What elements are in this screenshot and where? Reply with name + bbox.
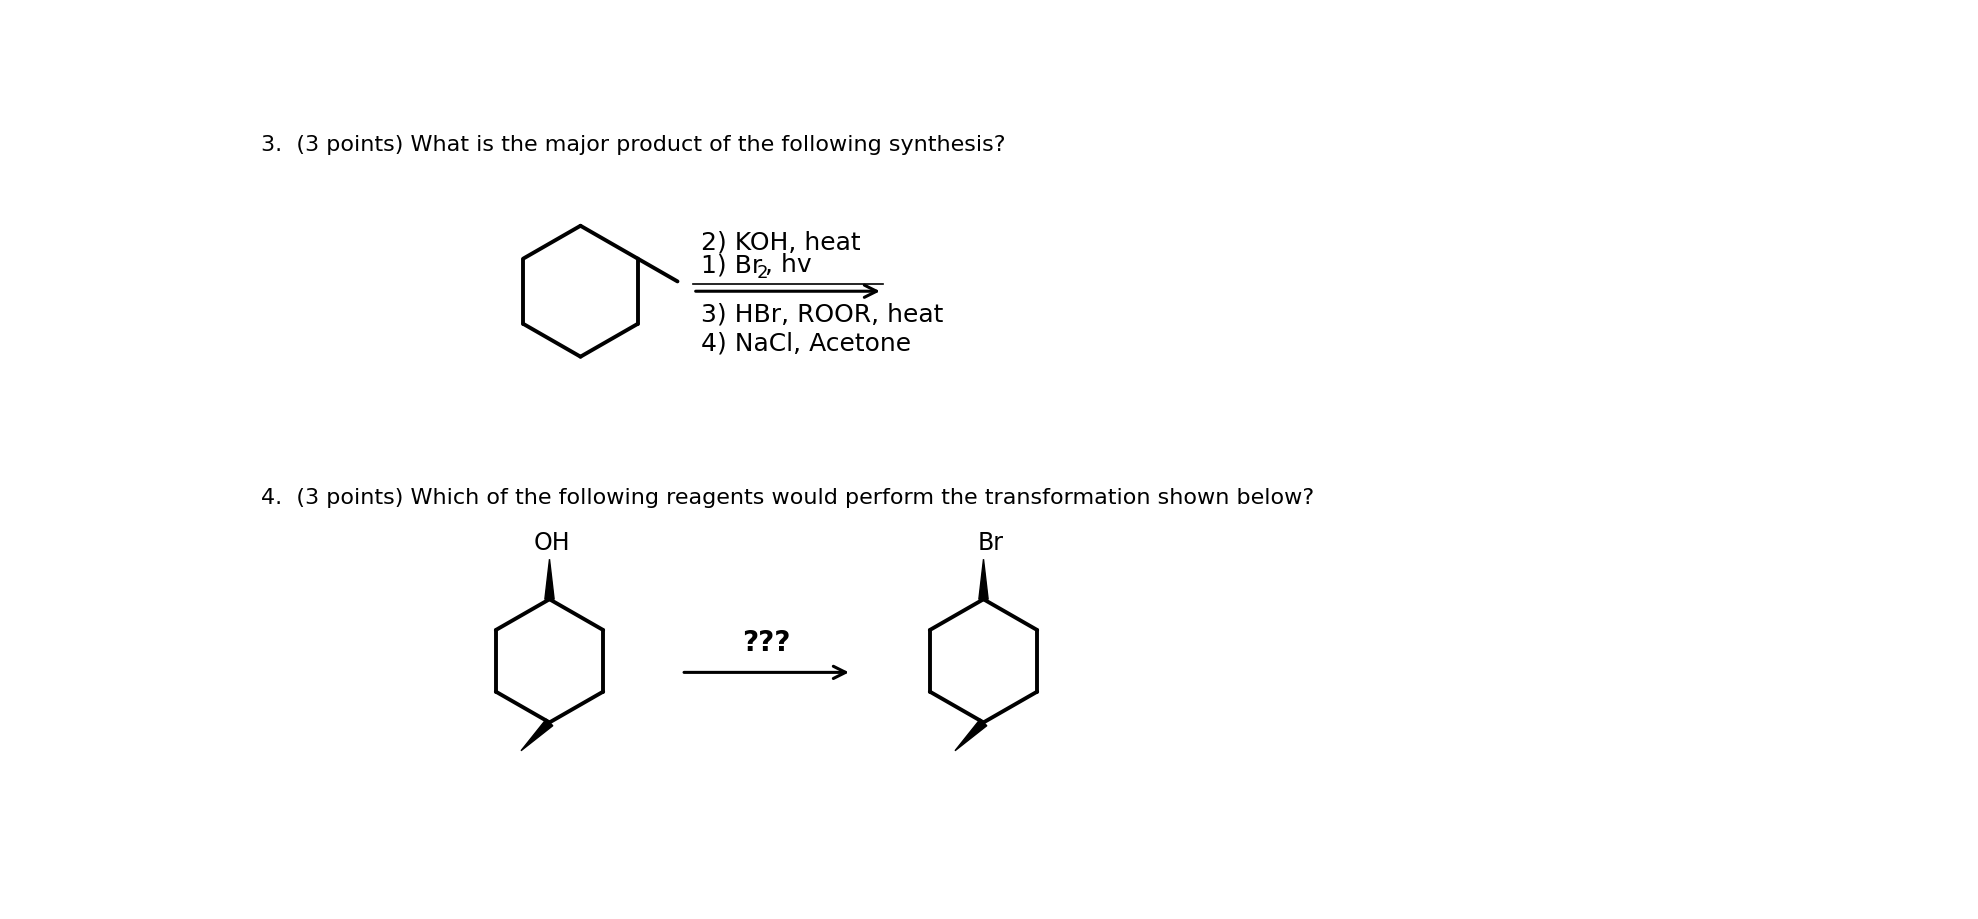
Text: 4.  (3 points) Which of the following reagents would perform the transformation : 4. (3 points) Which of the following rea… xyxy=(261,488,1313,507)
Polygon shape xyxy=(979,559,989,599)
Text: 4) NaCl, Acetone: 4) NaCl, Acetone xyxy=(700,331,910,356)
Polygon shape xyxy=(520,720,552,751)
Text: , hv: , hv xyxy=(765,254,811,278)
Text: OH: OH xyxy=(534,531,570,555)
Text: ???: ??? xyxy=(742,629,791,657)
Text: 2) KOH, heat: 2) KOH, heat xyxy=(700,231,860,255)
Text: Br: Br xyxy=(977,531,1003,555)
Text: 1) Br: 1) Br xyxy=(700,254,762,278)
Text: 3) HBr, ROOR, heat: 3) HBr, ROOR, heat xyxy=(700,302,944,327)
Polygon shape xyxy=(955,720,987,751)
Polygon shape xyxy=(544,559,554,599)
Text: 2: 2 xyxy=(756,264,767,282)
Text: 3.  (3 points) What is the major product of the following synthesis?: 3. (3 points) What is the major product … xyxy=(261,135,1005,155)
